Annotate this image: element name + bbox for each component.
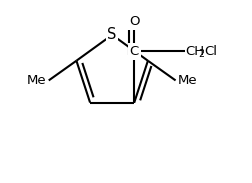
Text: O: O: [129, 15, 139, 28]
Text: Me: Me: [27, 74, 47, 87]
Text: 2: 2: [198, 49, 204, 59]
Text: C: C: [129, 45, 138, 58]
Text: S: S: [107, 27, 116, 42]
Text: Cl: Cl: [204, 45, 217, 58]
Text: CH: CH: [185, 45, 204, 58]
Text: Me: Me: [177, 74, 196, 87]
